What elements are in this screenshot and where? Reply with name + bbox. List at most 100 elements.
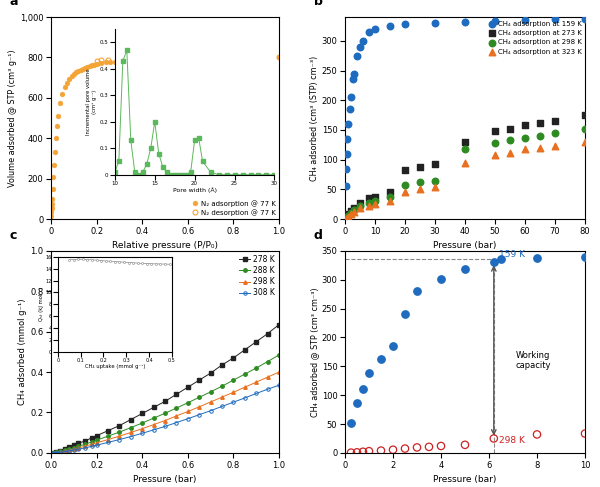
278 K bbox=[82, 438, 89, 444]
CH₄ adsorption at 159 K bbox=[341, 183, 350, 190]
159 K bbox=[388, 342, 398, 350]
288 K bbox=[173, 405, 180, 411]
CH₄ adsorption at 159 K bbox=[364, 28, 374, 36]
288 K bbox=[70, 445, 77, 451]
CH₄ adsorption at 323 K bbox=[505, 149, 515, 156]
278 K bbox=[61, 447, 68, 452]
N₂ adsorption @ 77 K bbox=[56, 100, 64, 106]
159 K bbox=[532, 254, 542, 262]
N₂ adsorption @ 77 K bbox=[207, 56, 214, 61]
288 K bbox=[275, 352, 283, 358]
308 K bbox=[88, 443, 95, 449]
288 K bbox=[150, 415, 157, 421]
CH₄ adsorption at 159 K bbox=[343, 135, 352, 143]
308 K bbox=[184, 416, 191, 422]
Legend: 278 K, 288 K, 298 K, 308 K: 278 K, 288 K, 298 K, 308 K bbox=[239, 255, 275, 298]
N₂ adsorption @ 77 K bbox=[54, 113, 61, 119]
159 K bbox=[358, 386, 368, 393]
Y-axis label: Volume adsorbed @ STP (cm³ g⁻¹): Volume adsorbed @ STP (cm³ g⁻¹) bbox=[8, 49, 17, 187]
CH₄ adsorption at 298 K bbox=[346, 209, 356, 217]
Line: 288 K: 288 K bbox=[52, 353, 281, 454]
N₂ adsorption @ 77 K bbox=[93, 61, 100, 67]
CH₄ adsorption at 323 K bbox=[385, 197, 395, 205]
Line: 278 K: 278 K bbox=[52, 323, 281, 454]
159 K bbox=[400, 310, 410, 318]
N₂ desorption @ 77 K bbox=[218, 55, 226, 61]
X-axis label: Pressure (bar): Pressure (bar) bbox=[433, 475, 497, 484]
298 K bbox=[207, 399, 214, 405]
CH₄ adsorption at 323 K bbox=[341, 215, 350, 223]
CH₄ adsorption at 298 K bbox=[460, 145, 470, 153]
308 K bbox=[65, 448, 73, 454]
CH₄ adsorption at 273 K bbox=[342, 212, 352, 220]
CH₄ adsorption at 298 K bbox=[364, 199, 374, 206]
N₂ adsorption @ 77 K bbox=[65, 76, 73, 82]
278 K bbox=[50, 450, 57, 455]
298 K bbox=[364, 447, 374, 455]
N₂ desorption @ 77 K bbox=[98, 57, 105, 63]
308 K bbox=[93, 442, 100, 448]
288 K bbox=[56, 449, 64, 454]
N₂ adsorption @ 77 K bbox=[161, 56, 169, 62]
CH₄ adsorption at 323 K bbox=[580, 138, 590, 146]
Text: a: a bbox=[10, 0, 19, 8]
N₂ adsorption @ 77 K bbox=[50, 174, 57, 180]
298 K bbox=[139, 426, 146, 431]
CH₄ adsorption at 159 K bbox=[355, 43, 365, 51]
278 K bbox=[75, 440, 82, 446]
CH₄ adsorption at 323 K bbox=[430, 183, 440, 191]
298 K bbox=[400, 445, 410, 452]
X-axis label: Pressure (bar): Pressure (bar) bbox=[133, 475, 197, 484]
Y-axis label: CH₄ adsorbed @ STP (cm³ cm⁻³): CH₄ adsorbed @ STP (cm³ cm⁻³) bbox=[310, 287, 319, 417]
298 K bbox=[116, 433, 123, 439]
CH₄ adsorption at 159 K bbox=[520, 16, 530, 24]
N₂ adsorption @ 77 K bbox=[98, 60, 105, 66]
298 K bbox=[218, 394, 226, 400]
Line: 308 K: 308 K bbox=[52, 383, 281, 454]
308 K bbox=[161, 424, 169, 430]
278 K bbox=[127, 417, 134, 423]
298 K bbox=[436, 442, 446, 450]
288 K bbox=[61, 448, 68, 453]
298 K bbox=[424, 443, 434, 451]
CH₄ adsorption at 298 K bbox=[490, 139, 500, 147]
CH₄ adsorption at 323 K bbox=[349, 208, 359, 216]
CH₄ adsorption at 159 K bbox=[344, 105, 354, 113]
N₂ adsorption @ 77 K bbox=[77, 67, 84, 73]
N₂ adsorption @ 77 K bbox=[49, 201, 56, 207]
298 K bbox=[230, 390, 237, 395]
159 K bbox=[352, 399, 362, 407]
288 K bbox=[65, 447, 73, 452]
159 K bbox=[364, 369, 374, 377]
N₂ adsorption @ 77 K bbox=[184, 56, 191, 62]
N₂ adsorption @ 77 K bbox=[275, 55, 283, 60]
CH₄ adsorption at 273 K bbox=[370, 193, 380, 201]
CH₄ adsorption at 273 K bbox=[505, 125, 515, 132]
CH₄ adsorption at 159 K bbox=[346, 94, 356, 101]
298 K bbox=[75, 445, 82, 451]
Y-axis label: CH₄ adsorbed (mmol g⁻¹): CH₄ adsorbed (mmol g⁻¹) bbox=[19, 299, 28, 405]
N₂ adsorption @ 77 K bbox=[52, 135, 59, 141]
N₂ adsorption @ 77 K bbox=[86, 63, 94, 69]
CH₄ adsorption at 298 K bbox=[343, 212, 353, 220]
X-axis label: Relative pressure (P/P₀): Relative pressure (P/P₀) bbox=[112, 242, 218, 250]
288 K bbox=[82, 441, 89, 447]
CH₄ adsorption at 298 K bbox=[385, 193, 395, 201]
278 K bbox=[88, 435, 95, 441]
298 K bbox=[184, 409, 191, 414]
159 K bbox=[580, 253, 590, 261]
N₂ adsorption @ 77 K bbox=[139, 57, 146, 63]
308 K bbox=[230, 399, 237, 405]
298 K bbox=[173, 413, 180, 419]
288 K bbox=[207, 389, 214, 395]
298 K bbox=[358, 448, 368, 456]
CH₄ adsorption at 273 K bbox=[430, 161, 440, 169]
N₂ desorption @ 77 K bbox=[127, 57, 134, 63]
288 K bbox=[218, 383, 226, 389]
N₂ adsorption @ 77 K bbox=[61, 84, 68, 90]
CH₄ adsorption at 159 K bbox=[352, 52, 362, 59]
N₂ desorption @ 77 K bbox=[161, 56, 169, 62]
X-axis label: Pressure (bar): Pressure (bar) bbox=[433, 242, 497, 250]
N₂ adsorption @ 77 K bbox=[218, 56, 226, 61]
Line: N₂ desorption @ 77 K: N₂ desorption @ 77 K bbox=[94, 55, 281, 63]
